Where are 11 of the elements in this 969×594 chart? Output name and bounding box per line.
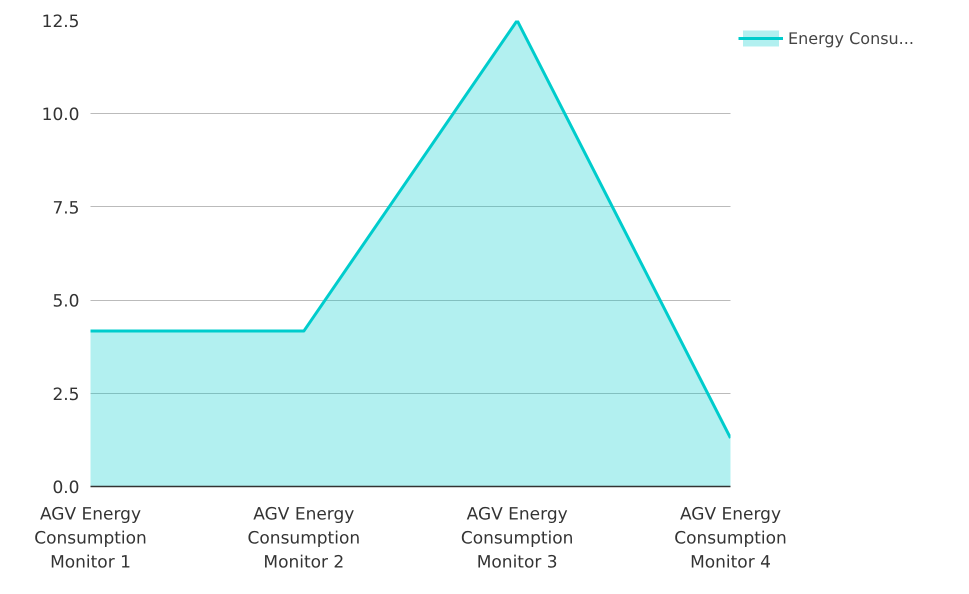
y-tick-label: 2.5 [52,384,80,405]
y-tick-label: 12.5 [42,12,80,32]
y-tick-label: 0.0 [52,478,80,498]
x-tick-label: AGV Energy Consumption Monitor 4 [674,504,787,572]
legend-label: Energy Consu... [788,28,914,48]
y-tick-label: 10.0 [42,105,80,126]
x-tick-label: AGV Energy Consumption Monitor 1 [34,504,147,572]
y-tick-label: 5.0 [52,292,80,312]
x-tick-label: AGV Energy Consumption Monitor 3 [460,504,574,572]
y-tick-label: 7.5 [52,198,80,218]
x-tick-label: AGV Energy Consumption Monitor 2 [248,504,360,572]
